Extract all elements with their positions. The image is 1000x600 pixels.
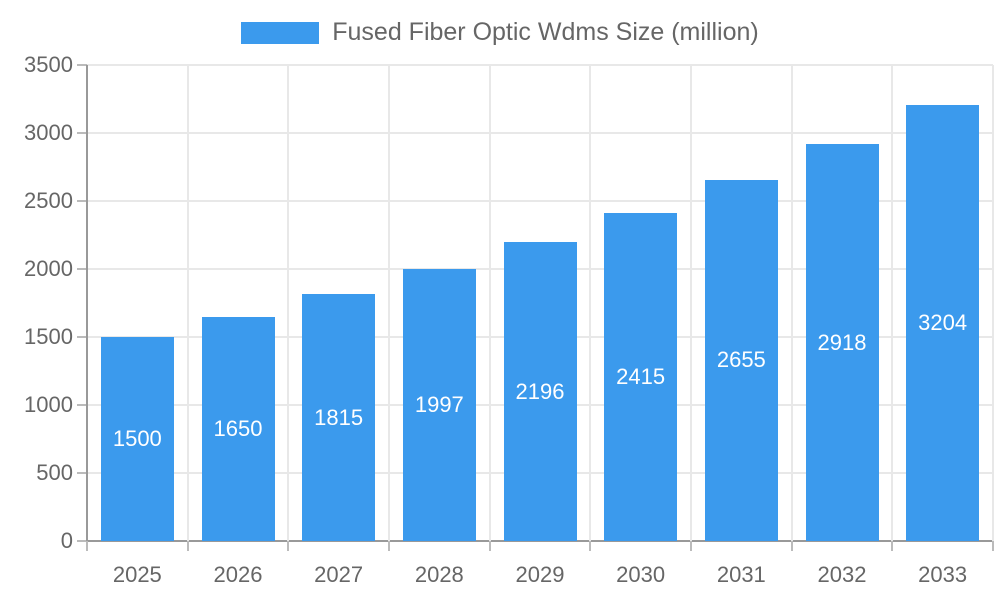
bar[interactable]: [100, 337, 174, 541]
y-axis-line: [86, 65, 88, 541]
legend-item[interactable]: Fused Fiber Optic Wdms Size (million): [241, 18, 759, 47]
y-axis-tick-label: 3000: [24, 120, 73, 145]
x-tick-mark: [992, 541, 994, 551]
x-axis-tick-label: 2030: [616, 562, 666, 587]
x-axis-line: [87, 540, 993, 542]
v-gridline: [790, 65, 793, 541]
bar[interactable]: [805, 144, 879, 541]
x-tick-mark: [388, 541, 390, 551]
y-axis-tick-label: 1000: [24, 392, 73, 417]
x-tick-mark: [589, 541, 592, 551]
h-gridline: [87, 64, 993, 66]
v-gridline: [690, 65, 692, 541]
legend-swatch-icon: [241, 21, 320, 44]
x-tick-mark: [488, 541, 491, 551]
x-axis-tick-label: 2033: [918, 562, 968, 587]
legend: Fused Fiber Optic Wdms Size (million): [0, 18, 1000, 47]
h-gridline: [87, 200, 993, 202]
legend-label: Fused Fiber Optic Wdms Size (million): [332, 18, 759, 46]
y-axis-tick-label: 2000: [24, 256, 73, 281]
v-gridline: [891, 65, 894, 541]
x-axis-tick-label: 2028: [414, 562, 464, 587]
bar[interactable]: [604, 212, 678, 541]
v-gridline: [388, 65, 390, 541]
v-gridline: [992, 65, 994, 541]
y-axis-tick-label: 0: [60, 528, 73, 553]
x-tick-mark: [690, 541, 692, 551]
bar[interactable]: [906, 105, 980, 541]
y-axis-tick-label: 3500: [24, 52, 73, 77]
v-gridline: [488, 65, 491, 541]
v-gridline: [589, 65, 592, 541]
bar[interactable]: [302, 294, 376, 541]
x-tick-mark: [891, 541, 894, 551]
x-tick-mark: [86, 541, 88, 551]
bar-value-label: 1650: [213, 415, 263, 441]
y-tick-mark: [77, 472, 87, 474]
h-gridline: [87, 132, 993, 134]
x-axis-tick-label: 2032: [817, 562, 867, 587]
bar-value-label: 3204: [918, 310, 968, 336]
bar-value-label: 2655: [716, 347, 766, 373]
y-tick-mark: [77, 404, 87, 406]
bar-value-label: 2196: [515, 378, 565, 404]
y-tick-mark: [77, 64, 87, 66]
bar-value-label: 2415: [616, 363, 666, 389]
bar[interactable]: [402, 269, 476, 541]
y-tick-mark: [77, 540, 87, 542]
y-axis-tick-label: 1500: [24, 324, 73, 349]
bar-value-label: 2918: [817, 329, 867, 355]
y-axis-tick-label: 500: [36, 460, 73, 485]
v-gridline: [186, 65, 189, 541]
x-axis-tick-label: 2027: [314, 562, 364, 587]
y-axis-tick-label: 2500: [24, 188, 73, 213]
bar-value-label: 1997: [414, 392, 464, 418]
x-axis-tick-label: 2026: [213, 562, 263, 587]
v-gridline: [287, 65, 290, 541]
bar-value-label: 1815: [314, 404, 364, 430]
x-tick-mark: [186, 541, 189, 551]
y-tick-mark: [77, 132, 87, 134]
x-axis-tick-label: 2025: [112, 562, 162, 587]
y-tick-mark: [77, 336, 87, 338]
bar[interactable]: [503, 242, 577, 541]
bar[interactable]: [704, 179, 778, 541]
x-axis-tick-label: 2029: [515, 562, 565, 587]
y-tick-mark: [77, 268, 87, 270]
y-tick-mark: [77, 200, 87, 202]
x-axis-tick-label: 2031: [716, 562, 766, 587]
x-tick-mark: [790, 541, 793, 551]
bar-value-label: 1500: [112, 426, 162, 451]
bar[interactable]: [201, 316, 275, 541]
x-tick-mark: [287, 541, 290, 551]
